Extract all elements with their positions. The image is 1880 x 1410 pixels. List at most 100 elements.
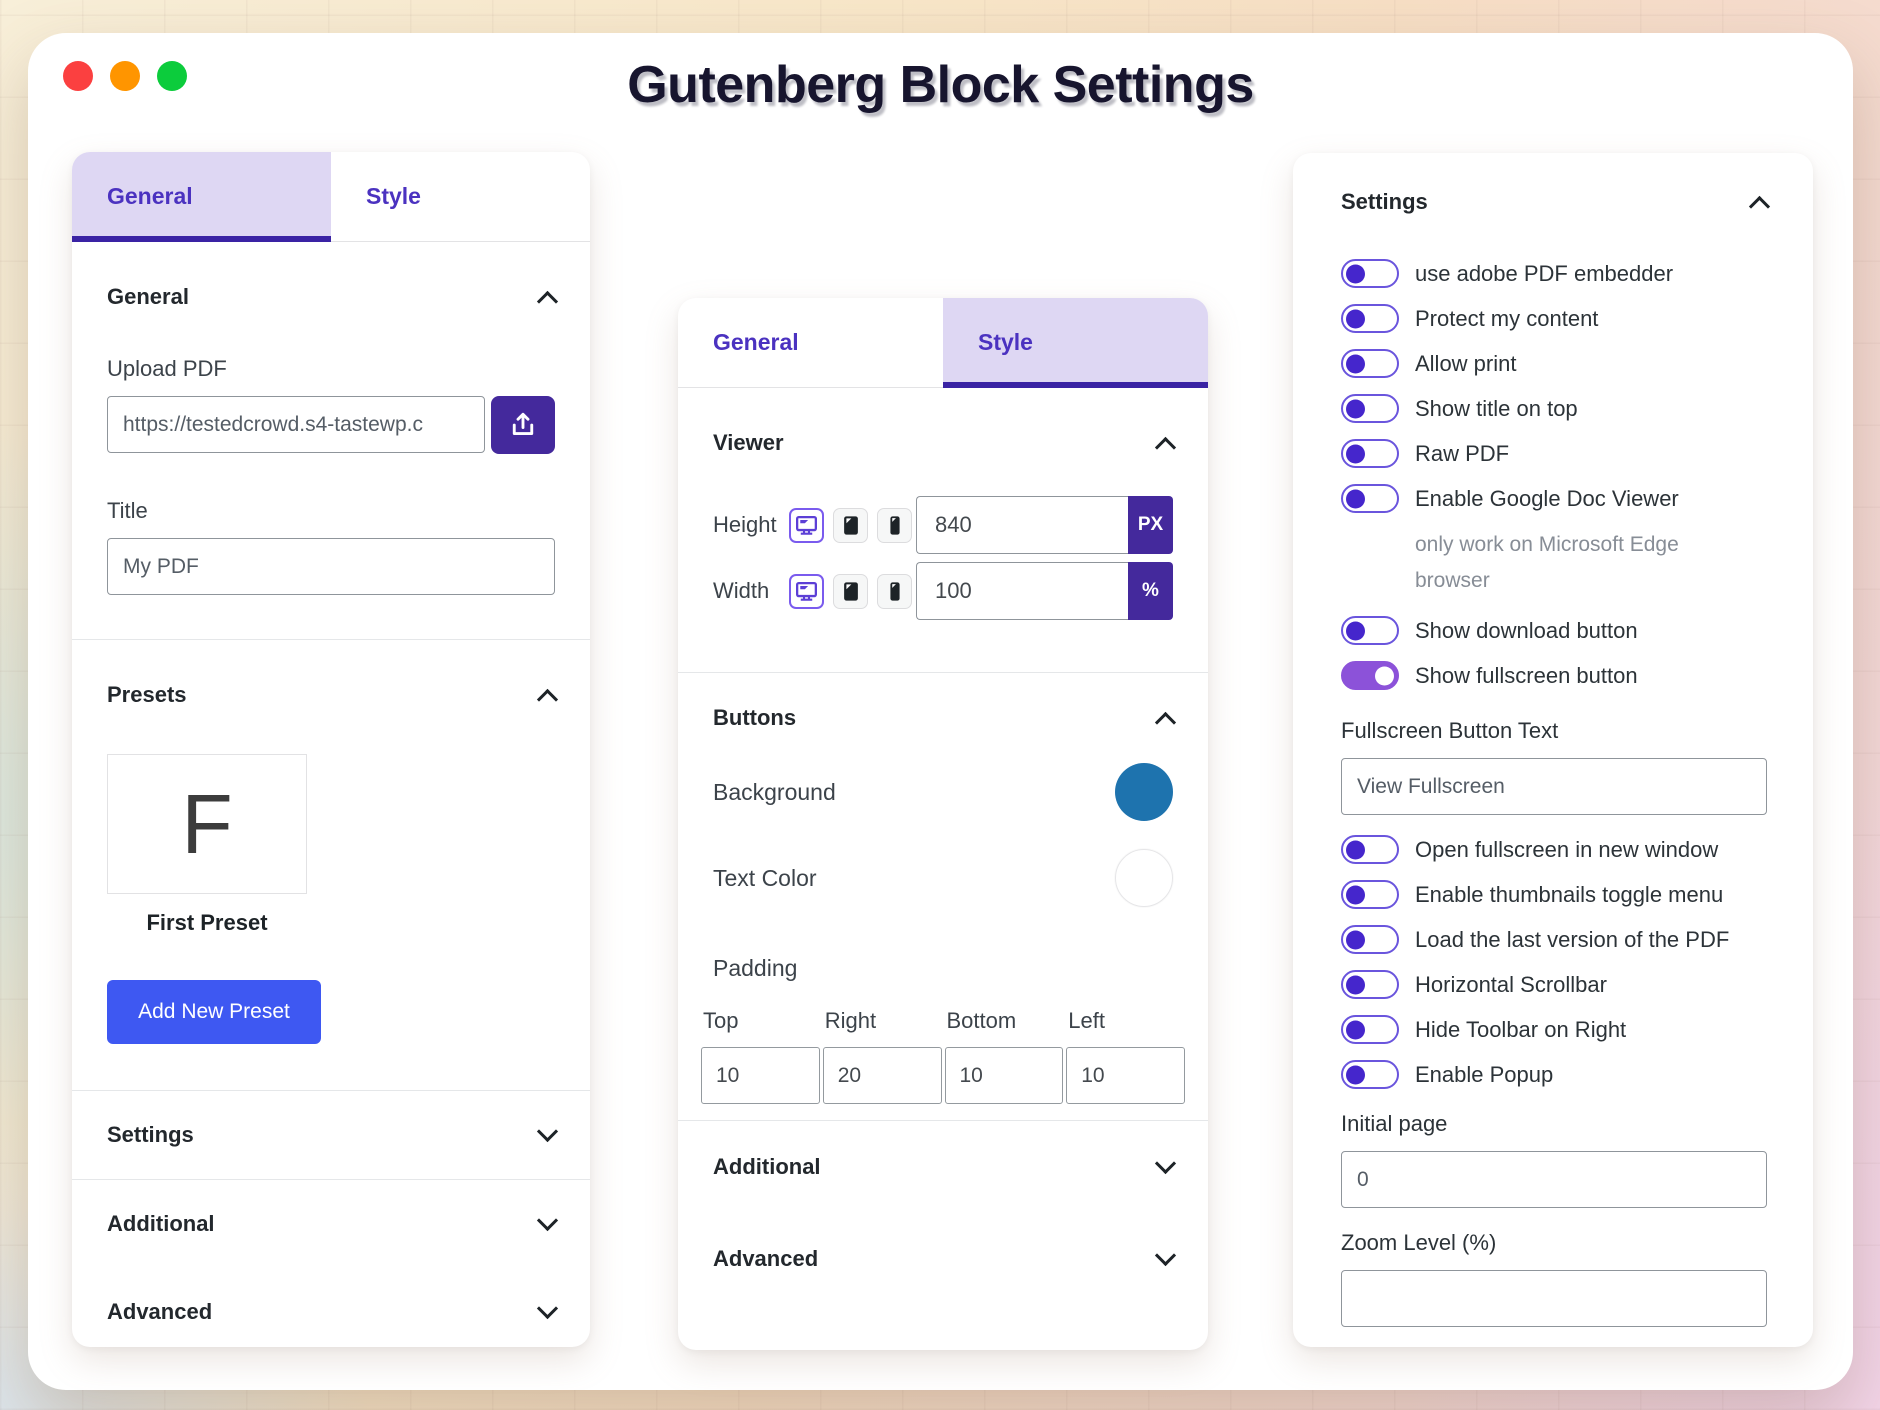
text-color-swatch[interactable] — [1115, 849, 1173, 907]
toggle-knob — [1346, 264, 1365, 283]
padding-grid: Top Right Bottom Left — [701, 1008, 1185, 1104]
tab-style[interactable]: Style — [943, 298, 1208, 388]
toggle-row: Open fullscreen in new window — [1341, 827, 1767, 872]
toggle-switch[interactable] — [1341, 661, 1399, 690]
chevron-down-icon[interactable] — [1154, 1244, 1177, 1266]
chevron-down-icon[interactable] — [1154, 1152, 1177, 1174]
toggle-switch[interactable] — [1341, 439, 1399, 468]
width-input[interactable] — [916, 562, 1128, 620]
toggle-switch[interactable] — [1341, 349, 1399, 378]
toggle-row: Enable Popup — [1341, 1052, 1767, 1097]
divider — [72, 639, 590, 640]
tablet-device-button[interactable] — [833, 507, 868, 543]
toggle-switch[interactable] — [1341, 1060, 1399, 1089]
desktop-device-button[interactable] — [789, 507, 824, 543]
mobile-device-button[interactable] — [877, 573, 912, 609]
section-advanced-collapsed[interactable]: Advanced — [107, 1268, 559, 1347]
toggle-switch[interactable] — [1341, 925, 1399, 954]
toggle-switch[interactable] — [1341, 616, 1399, 645]
toggle-label: Enable Google Doc Viewer — [1415, 485, 1679, 511]
section-buttons-title: Buttons — [713, 705, 797, 730]
toggle-knob — [1346, 930, 1365, 949]
settings-panel: Settings use adobe PDF embedder Protect … — [1293, 153, 1813, 1347]
toggle-knob — [1346, 444, 1365, 463]
upload-pdf-label: Upload PDF — [107, 356, 227, 381]
section-additional-collapsed[interactable]: Additional — [107, 1180, 559, 1268]
tab-general[interactable]: General — [678, 298, 943, 387]
toggle-switch[interactable] — [1341, 304, 1399, 333]
toggle-switch[interactable] — [1341, 394, 1399, 423]
height-device-buttons — [789, 507, 912, 543]
section-settings-label: Settings — [107, 1122, 194, 1147]
chevron-up-icon[interactable] — [1154, 711, 1177, 733]
chevron-up-icon[interactable] — [536, 688, 559, 710]
close-window-icon[interactable] — [63, 61, 93, 91]
upload-button[interactable] — [491, 396, 555, 454]
toggle-knob — [1346, 840, 1365, 859]
section-settings-header[interactable]: Settings — [1341, 189, 1771, 217]
section-additional-collapsed[interactable]: Additional — [713, 1121, 1177, 1213]
zoom-level-input[interactable] — [1341, 1270, 1767, 1327]
padding-left-input[interactable] — [1066, 1047, 1185, 1104]
toggle-label: Show fullscreen button — [1415, 662, 1638, 688]
padding-bottom-input[interactable] — [944, 1047, 1064, 1104]
upload-pdf-input[interactable] — [107, 396, 485, 453]
toggle-row: Raw PDF — [1341, 431, 1767, 476]
chevron-up-icon[interactable] — [536, 290, 559, 312]
padding-right-input[interactable] — [822, 1047, 942, 1104]
tab-style-label: Style — [366, 183, 421, 209]
height-input-group: PX — [916, 496, 1173, 554]
padding-column-labels: Top Right Bottom Left — [701, 1008, 1185, 1034]
tab-style[interactable]: Style — [331, 152, 590, 241]
desktop-device-button[interactable] — [789, 573, 824, 609]
mobile-device-button[interactable] — [877, 507, 912, 543]
tablet-device-button[interactable] — [833, 573, 868, 609]
middle-tabbar: General Style — [678, 298, 1208, 388]
minimize-window-icon[interactable] — [110, 61, 140, 91]
toggle-switch[interactable] — [1341, 880, 1399, 909]
toggle-row: Show fullscreen button — [1341, 653, 1767, 698]
fullscreen-text-label: Fullscreen Button Text — [1341, 718, 1559, 743]
app-window: Gutenberg Block Settings General Style G… — [28, 33, 1853, 1390]
chevron-down-icon[interactable] — [536, 1209, 559, 1231]
preset-item[interactable]: F First Preset — [107, 754, 307, 936]
padding-inputs — [701, 1047, 1185, 1104]
toggle-row: Show download button — [1341, 608, 1767, 653]
toggle-knob — [1346, 354, 1365, 373]
tab-general[interactable]: General — [72, 152, 331, 242]
chevron-up-icon[interactable] — [1748, 195, 1771, 217]
height-input[interactable] — [916, 496, 1128, 554]
fullscreen-text-input[interactable] — [1341, 758, 1767, 815]
section-settings-collapsed[interactable]: Settings — [107, 1091, 559, 1179]
preset-thumbnail[interactable]: F — [107, 754, 307, 894]
background-label: Background — [713, 778, 836, 805]
initial-page-input[interactable] — [1341, 1151, 1767, 1208]
toggle-switch[interactable] — [1341, 835, 1399, 864]
chevron-down-icon[interactable] — [536, 1297, 559, 1319]
section-presets-header[interactable]: Presets — [107, 682, 559, 710]
desktop-icon — [796, 581, 818, 601]
toggle-row: Show title on top — [1341, 386, 1767, 431]
section-buttons-header[interactable]: Buttons — [713, 705, 1177, 733]
padding-top-input[interactable] — [701, 1047, 820, 1104]
toggle-row: Load the last version of the PDF — [1341, 917, 1767, 962]
background-color-swatch[interactable] — [1115, 763, 1173, 821]
add-new-preset-button[interactable]: Add New Preset — [107, 980, 321, 1044]
chevron-up-icon[interactable] — [1154, 436, 1177, 458]
toggle-switch[interactable] — [1341, 484, 1399, 513]
divider — [72, 1179, 590, 1180]
toggle-knob — [1346, 1020, 1365, 1039]
width-row: Width — [713, 562, 1173, 620]
padding-label: Padding — [713, 955, 798, 981]
title-input[interactable] — [107, 538, 555, 595]
chevron-down-icon[interactable] — [536, 1120, 559, 1142]
section-general-header[interactable]: General — [107, 284, 559, 312]
toggle-switch[interactable] — [1341, 259, 1399, 288]
toggle-label: Enable Popup — [1415, 1061, 1554, 1087]
maximize-window-icon[interactable] — [157, 61, 187, 91]
section-viewer-header[interactable]: Viewer — [713, 430, 1177, 458]
toggle-switch[interactable] — [1341, 970, 1399, 999]
toggle-switch[interactable] — [1341, 1015, 1399, 1044]
section-advanced-collapsed[interactable]: Advanced — [713, 1213, 1177, 1305]
toggle-label: Allow print — [1415, 350, 1517, 376]
